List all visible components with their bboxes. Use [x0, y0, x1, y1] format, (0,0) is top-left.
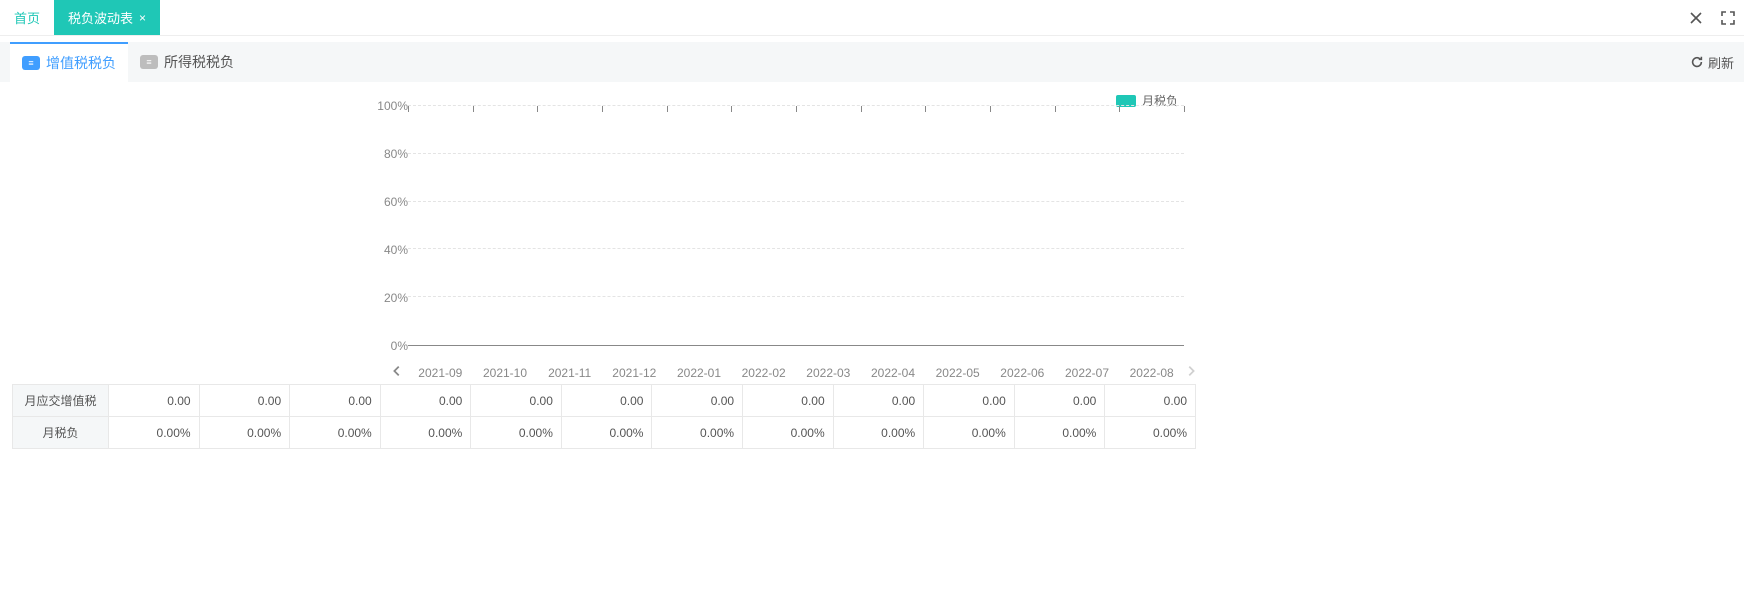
close-icon[interactable]: ×	[139, 12, 146, 24]
x-tick-label: 2021-10	[483, 366, 527, 380]
cell: 0.00	[561, 385, 652, 417]
y-tick-label: 20%	[348, 291, 408, 305]
x-tick-label: 2022-06	[1000, 366, 1044, 380]
y-tick-label: 0%	[348, 339, 408, 353]
chart-y-axis: 0%20%40%60%80%100%	[12, 106, 408, 346]
cell: 0.00%	[380, 417, 471, 449]
x-tick-label: 2022-05	[936, 366, 980, 380]
grid-line	[408, 153, 1184, 154]
cell: 0.00	[743, 385, 834, 417]
y-tick-label: 100%	[348, 99, 408, 113]
page-tab-strip: 首页 税负波动表 ×	[0, 0, 1744, 36]
grid-line	[408, 248, 1184, 249]
x-tick-label: 2021-11	[548, 366, 591, 380]
tax-burden-chart: 月税负 0%20%40%60%80%100%	[12, 90, 1196, 360]
x-tick-label: 2022-01	[677, 366, 721, 380]
table-row: 月应交增值税0.000.000.000.000.000.000.000.000.…	[13, 385, 1196, 417]
cell: 0.00%	[109, 417, 200, 449]
sub-tab-label: 所得税税负	[164, 52, 234, 72]
cell: 0.00%	[1014, 417, 1105, 449]
cell: 0.00	[833, 385, 924, 417]
cell: 0.00	[1014, 385, 1105, 417]
y-tick-label: 60%	[348, 195, 408, 209]
cell: 0.00%	[471, 417, 562, 449]
chart-panel: 月税负 0%20%40%60%80%100% 2021-092021-10202…	[12, 90, 1196, 449]
refresh-label: 刷新	[1708, 53, 1734, 72]
grid-line	[408, 296, 1184, 297]
chart-x-axis: 2021-09 2021-10 2021-11 2021-12 2022-01 2022-…	[12, 360, 1196, 384]
sub-tab-label: 增值税税负	[46, 53, 116, 73]
x-tick-label: 2021-12	[612, 366, 656, 380]
x-tick-label: 2022-08	[1130, 366, 1174, 380]
x-tick-label: 2022-07	[1065, 366, 1109, 380]
x-tick-label: 2022-02	[742, 366, 786, 380]
table-row: 月税负0.00%0.00%0.00%0.00%0.00%0.00%0.00%0.…	[13, 417, 1196, 449]
page-tab-active-label: 税负波动表	[68, 8, 133, 27]
close-all-icon[interactable]	[1686, 8, 1706, 28]
cell: 0.00	[380, 385, 471, 417]
cell: 0.00	[652, 385, 743, 417]
chevron-right-icon[interactable]	[1184, 364, 1198, 381]
x-tick-label: 2022-03	[806, 366, 850, 380]
cell: 0.00%	[290, 417, 381, 449]
fullscreen-icon[interactable]	[1718, 8, 1738, 28]
cell: 0.00	[924, 385, 1015, 417]
row-header: 月应交增值税	[13, 385, 109, 417]
tab-badge-icon: ≡	[140, 55, 158, 69]
cell: 0.00%	[743, 417, 834, 449]
chart-plot-area	[408, 106, 1184, 346]
row-header: 月税负	[13, 417, 109, 449]
tab-badge-icon: ≡	[22, 56, 40, 70]
cell: 0.00	[290, 385, 381, 417]
cell: 0.00	[471, 385, 562, 417]
page-tab-home-label: 首页	[14, 8, 40, 27]
cell: 0.00	[199, 385, 290, 417]
cell: 0.00%	[199, 417, 290, 449]
chevron-left-icon[interactable]	[390, 364, 404, 381]
cell: 0.00%	[833, 417, 924, 449]
x-tick-label: 2022-04	[871, 366, 915, 380]
page-tab-home[interactable]: 首页	[0, 0, 54, 35]
y-tick-label: 80%	[348, 147, 408, 161]
x-tick-label: 2021-09	[418, 366, 462, 380]
page-tab-active[interactable]: 税负波动表 ×	[54, 0, 160, 35]
y-tick-label: 40%	[348, 243, 408, 257]
refresh-icon	[1690, 55, 1704, 69]
grid-line	[408, 201, 1184, 202]
cell: 0.00	[109, 385, 200, 417]
sub-tab-vat[interactable]: ≡ 增值税税负	[10, 42, 128, 82]
cell: 0.00%	[561, 417, 652, 449]
cell: 0.00	[1105, 385, 1196, 417]
cell: 0.00%	[1105, 417, 1196, 449]
cell: 0.00%	[652, 417, 743, 449]
cell: 0.00%	[924, 417, 1015, 449]
refresh-button[interactable]: 刷新	[1690, 53, 1734, 72]
data-table: 月应交增值税0.000.000.000.000.000.000.000.000.…	[12, 384, 1196, 449]
sub-tab-income[interactable]: ≡ 所得税税负	[128, 42, 246, 82]
sub-tab-bar: ≡ 增值税税负 ≡ 所得税税负 刷新	[0, 42, 1744, 82]
